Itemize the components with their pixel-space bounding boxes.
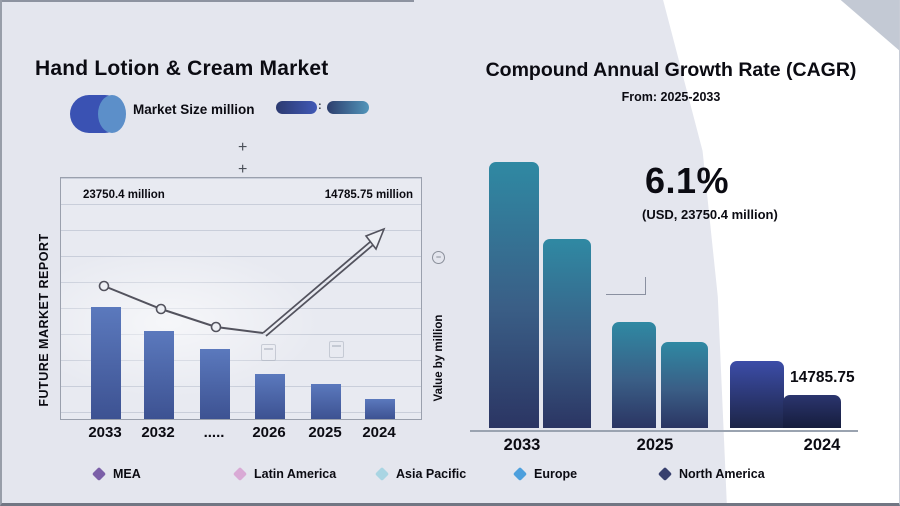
cagr-bar-2024-secondary <box>783 395 841 428</box>
cagr-axis-line <box>470 430 858 432</box>
legend-item-mea: MEA <box>91 466 141 482</box>
market-size-chart: 23750.4 million 14785.75 million <box>60 177 422 420</box>
bar-2033 <box>91 307 121 419</box>
cagr-bar-2025-secondary <box>661 342 708 428</box>
x-label: 2033 <box>88 424 122 441</box>
bar-2025 <box>311 384 341 419</box>
cagr-x-label: 2033 <box>503 436 541 454</box>
pill-separator: : <box>318 100 322 112</box>
plus-icon: + <box>238 139 248 156</box>
cagr-x-label: 2025 <box>636 436 674 454</box>
diamond-icon <box>657 466 673 482</box>
legend-label: Europe <box>534 467 578 481</box>
x-label: ..... <box>203 424 225 441</box>
legend-label: North America <box>679 467 765 481</box>
x-label: 2024 <box>362 424 396 441</box>
clipboard-watermark-icon <box>261 344 276 361</box>
page-title: Hand Lotion & Cream Market <box>35 57 329 80</box>
x-label: 2032 <box>141 424 175 441</box>
diamond-icon <box>91 466 107 482</box>
cagr-bar-2025-primary <box>612 322 656 428</box>
bar-ellipsis <box>200 349 230 419</box>
cagr-bar-2033-secondary <box>543 239 591 428</box>
cagr-rate-detail: (USD, 23750.4 million) <box>642 207 778 222</box>
cagr-rate-value: 6.1% <box>645 160 730 201</box>
legend-label: Latin America <box>254 467 337 481</box>
x-label: 2025 <box>308 424 342 441</box>
cagr-title: Compound Annual Growth Rate (CAGR) <box>485 59 857 81</box>
left-axis-label: FUTURE MARKET REPORT <box>37 233 51 407</box>
ratio-pill-left-icon <box>276 101 317 114</box>
x-axis-labels: 2033 2032 ..... 2026 2025 2024 <box>60 424 422 444</box>
clipboard-watermark-icon <box>329 341 344 358</box>
legend-item-north-america: North America <box>657 466 765 482</box>
value-label-2024: 14785.75 <box>790 369 855 386</box>
bar-2026 <box>255 374 285 419</box>
bar-2032 <box>144 331 174 419</box>
cagr-bar-2033-primary <box>489 162 539 428</box>
cagr-bar-2024-primary <box>730 361 784 428</box>
diamond-icon <box>374 466 390 482</box>
minus-circle-icon: − <box>432 251 445 264</box>
ratio-pill-right-icon <box>327 101 369 114</box>
bar-2024 <box>365 399 395 419</box>
legend-item-latin-america: Latin America <box>232 466 337 482</box>
x-label: 2026 <box>252 424 286 441</box>
annotation-start-value: 23750.4 million <box>83 189 165 201</box>
corner-bracket-icon <box>606 277 646 295</box>
top-border-line <box>2 0 414 2</box>
legend-item-europe: Europe <box>512 466 578 482</box>
cagr-subtitle: From: 2025-2033 <box>621 90 721 104</box>
legend-label: Asia Pacific <box>396 467 467 481</box>
cagr-x-label: 2024 <box>803 436 841 454</box>
market-size-label: Market Size million <box>133 102 255 117</box>
legend-label: MEA <box>113 467 141 481</box>
legend-item-asia-pacific: Asia Pacific <box>374 466 467 482</box>
diamond-icon <box>512 466 528 482</box>
value-axis-label: Value by million <box>433 314 445 402</box>
annotation-end-value: 14785.75 million <box>324 189 413 201</box>
diamond-icon <box>232 466 248 482</box>
cylinder-cap-icon <box>98 95 126 133</box>
trend-line-arrow <box>98 227 386 337</box>
cagr-header: Compound Annual Growth Rate (CAGR) From:… <box>457 59 885 104</box>
plus-icon: + <box>238 161 248 178</box>
